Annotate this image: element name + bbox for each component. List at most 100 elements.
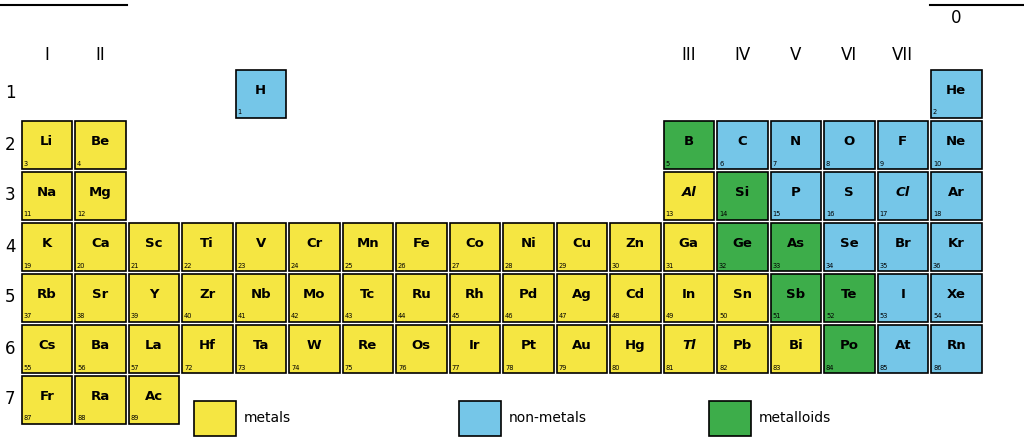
Text: P: P xyxy=(791,186,801,199)
Text: 45: 45 xyxy=(452,314,460,319)
FancyBboxPatch shape xyxy=(717,325,768,372)
Text: 3: 3 xyxy=(5,186,15,205)
Text: 12: 12 xyxy=(77,211,85,218)
Text: 19: 19 xyxy=(24,263,32,268)
Text: 51: 51 xyxy=(772,314,781,319)
Text: 21: 21 xyxy=(130,263,139,268)
Text: 3: 3 xyxy=(24,161,28,166)
Text: Rh: Rh xyxy=(465,288,484,301)
Text: 18: 18 xyxy=(933,211,941,218)
Text: 24: 24 xyxy=(291,263,299,268)
Text: 46: 46 xyxy=(505,314,513,319)
Text: Ba: Ba xyxy=(91,339,110,352)
FancyBboxPatch shape xyxy=(770,325,821,372)
Text: 41: 41 xyxy=(238,314,246,319)
Text: I: I xyxy=(900,288,905,301)
Text: 31: 31 xyxy=(666,263,674,268)
Text: In: In xyxy=(682,288,696,301)
FancyBboxPatch shape xyxy=(396,325,446,372)
FancyBboxPatch shape xyxy=(182,325,232,372)
Text: 7: 7 xyxy=(5,391,15,409)
FancyBboxPatch shape xyxy=(22,273,72,322)
FancyBboxPatch shape xyxy=(717,172,768,219)
Text: Ti: Ti xyxy=(201,237,214,250)
FancyBboxPatch shape xyxy=(709,401,751,435)
Text: 7: 7 xyxy=(772,161,777,166)
Text: 44: 44 xyxy=(398,314,407,319)
Text: N: N xyxy=(791,135,802,148)
Text: Re: Re xyxy=(358,339,378,352)
FancyBboxPatch shape xyxy=(503,273,554,322)
FancyBboxPatch shape xyxy=(664,273,714,322)
Text: Hf: Hf xyxy=(199,339,216,352)
Text: 48: 48 xyxy=(612,314,621,319)
FancyBboxPatch shape xyxy=(289,223,340,271)
FancyBboxPatch shape xyxy=(717,120,768,169)
Text: 1: 1 xyxy=(238,110,242,116)
Text: 88: 88 xyxy=(77,416,85,421)
Text: 8: 8 xyxy=(826,161,830,166)
Text: Bi: Bi xyxy=(788,339,803,352)
FancyBboxPatch shape xyxy=(75,376,126,424)
Text: 14: 14 xyxy=(719,211,727,218)
Text: 0: 0 xyxy=(951,9,962,27)
Text: Kr: Kr xyxy=(948,237,965,250)
Text: 11: 11 xyxy=(24,211,32,218)
Text: Ra: Ra xyxy=(91,390,110,403)
FancyBboxPatch shape xyxy=(556,223,607,271)
Text: Li: Li xyxy=(40,135,53,148)
FancyBboxPatch shape xyxy=(182,223,232,271)
FancyBboxPatch shape xyxy=(128,223,179,271)
FancyBboxPatch shape xyxy=(342,223,393,271)
FancyBboxPatch shape xyxy=(289,325,340,372)
Text: 16: 16 xyxy=(826,211,835,218)
Text: 37: 37 xyxy=(24,314,32,319)
Text: Sb: Sb xyxy=(786,288,805,301)
FancyBboxPatch shape xyxy=(664,223,714,271)
FancyBboxPatch shape xyxy=(75,172,126,219)
FancyBboxPatch shape xyxy=(556,325,607,372)
FancyBboxPatch shape xyxy=(75,223,126,271)
Text: Os: Os xyxy=(412,339,431,352)
Text: Mo: Mo xyxy=(303,288,326,301)
Text: Ca: Ca xyxy=(91,237,110,250)
FancyBboxPatch shape xyxy=(75,120,126,169)
Text: 86: 86 xyxy=(933,364,941,371)
Text: Ne: Ne xyxy=(946,135,967,148)
FancyBboxPatch shape xyxy=(556,273,607,322)
Text: 79: 79 xyxy=(558,364,567,371)
FancyBboxPatch shape xyxy=(824,223,874,271)
Text: Mg: Mg xyxy=(89,186,112,199)
FancyBboxPatch shape xyxy=(22,376,72,424)
Text: IV: IV xyxy=(734,46,751,64)
Text: 80: 80 xyxy=(612,364,621,371)
FancyBboxPatch shape xyxy=(824,325,874,372)
FancyBboxPatch shape xyxy=(236,273,286,322)
FancyBboxPatch shape xyxy=(236,223,286,271)
FancyBboxPatch shape xyxy=(664,172,714,219)
Text: 26: 26 xyxy=(398,263,407,268)
FancyBboxPatch shape xyxy=(289,273,340,322)
Text: Al: Al xyxy=(681,186,696,199)
Text: Hg: Hg xyxy=(625,339,645,352)
Text: W: W xyxy=(307,339,322,352)
Text: Ge: Ge xyxy=(732,237,753,250)
Text: Nb: Nb xyxy=(251,288,271,301)
Text: Po: Po xyxy=(840,339,859,352)
FancyBboxPatch shape xyxy=(824,273,874,322)
Text: non-metals: non-metals xyxy=(509,411,587,425)
Text: 38: 38 xyxy=(77,314,85,319)
Text: Tc: Tc xyxy=(360,288,376,301)
Text: Au: Au xyxy=(571,339,592,352)
Text: 85: 85 xyxy=(880,364,888,371)
Text: Mn: Mn xyxy=(356,237,379,250)
Text: 2: 2 xyxy=(5,136,15,153)
FancyBboxPatch shape xyxy=(194,401,236,435)
FancyBboxPatch shape xyxy=(824,120,874,169)
Text: F: F xyxy=(898,135,907,148)
Text: 22: 22 xyxy=(184,263,193,268)
FancyBboxPatch shape xyxy=(450,325,500,372)
FancyBboxPatch shape xyxy=(236,70,286,117)
Text: 17: 17 xyxy=(880,211,888,218)
Text: 23: 23 xyxy=(238,263,246,268)
